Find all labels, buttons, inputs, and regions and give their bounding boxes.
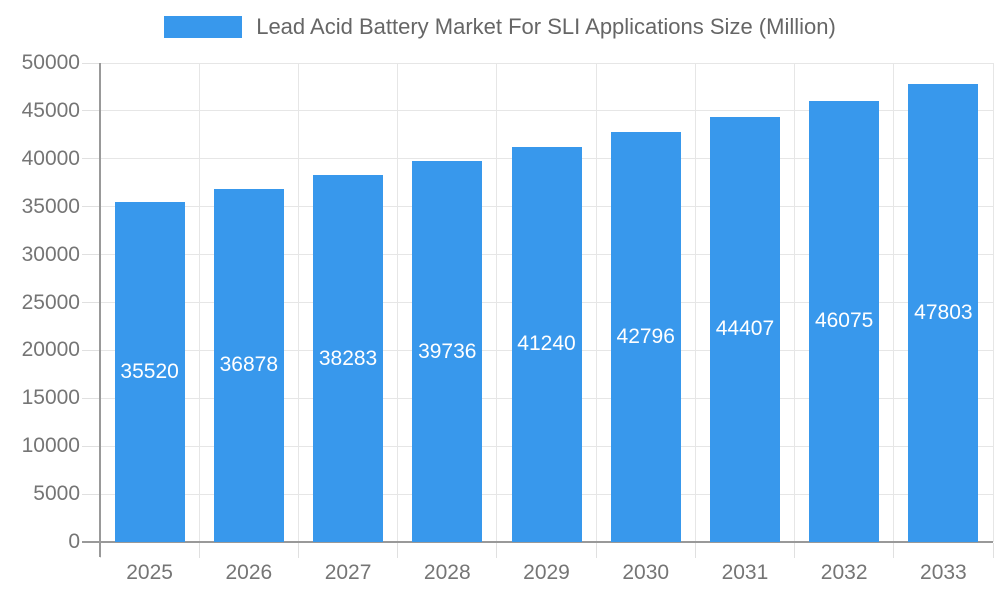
bar-2029 [511, 146, 582, 542]
x-axis-tick-label: 2028 [423, 561, 471, 584]
y-axis-tick-label: 10000 [21, 434, 80, 458]
y-axis-tick-label: 15000 [21, 386, 80, 410]
y-axis-tick [82, 110, 100, 112]
y-axis-tick [82, 302, 100, 303]
bar-2026 [213, 188, 284, 542]
bar-2031 [709, 116, 780, 542]
bar-value-label: 38283 [318, 346, 378, 370]
x-gridline [992, 63, 994, 542]
x-axis-tick-label: 2029 [523, 561, 570, 584]
bar-2032 [809, 100, 880, 542]
x-axis-tick-label: 2026 [225, 561, 273, 584]
x-axis-tick [794, 543, 796, 558]
x-axis-tick-label: 2033 [920, 561, 967, 584]
x-axis-tick [397, 543, 399, 558]
x-gridline [198, 63, 200, 542]
bar-value-label: 42796 [616, 325, 675, 348]
y-axis-tick-label: 30000 [21, 242, 80, 266]
y-axis-tick-label: 45000 [21, 98, 80, 122]
bar-2033 [908, 84, 979, 542]
x-axis-tick [198, 543, 200, 558]
y-axis-tick-label: 0 [68, 530, 80, 553]
bar-value-label: 39736 [418, 339, 477, 363]
x-axis-tick-label: 2025 [126, 561, 173, 584]
bar-2025 [114, 201, 185, 542]
y-axis-tick-label: 50000 [21, 51, 80, 74]
legend-item[interactable]: Lead Acid Battery Market For SLI Applica… [164, 14, 836, 40]
x-axis-tick-label: 2031 [721, 561, 769, 584]
y-gridline [100, 110, 993, 112]
x-gridline [595, 63, 597, 542]
x-axis-tick [297, 543, 299, 558]
x-gridline [893, 63, 895, 542]
y-axis-line [99, 63, 101, 557]
y-axis-tick-label: 5000 [33, 482, 80, 506]
bar-value-label: 41240 [517, 332, 576, 356]
x-gridline [694, 63, 696, 542]
y-axis-tick [82, 254, 100, 256]
legend-series-label: Lead Acid Battery Market For SLI Applica… [256, 14, 836, 39]
y-axis-tick [82, 206, 100, 208]
x-axis-line [82, 541, 993, 543]
x-gridline [397, 63, 399, 542]
x-gridline [297, 63, 299, 542]
bar-value-label: 36878 [219, 353, 279, 377]
bar-value-label: 35520 [120, 359, 179, 383]
y-axis-tick [82, 158, 100, 160]
x-axis-tick [595, 543, 597, 558]
bar-2028 [412, 161, 483, 542]
bar-2027 [313, 175, 384, 542]
x-gridline [794, 63, 796, 542]
legend-swatch [164, 16, 243, 38]
y-gridline [100, 62, 993, 64]
y-axis-tick [82, 62, 100, 64]
y-axis-tick [82, 493, 100, 495]
bar-2030 [610, 132, 681, 542]
y-axis-tick-label: 40000 [21, 146, 80, 170]
y-axis-tick-label: 20000 [21, 338, 80, 362]
x-axis-tick [496, 543, 498, 558]
y-axis-tick-label: 35000 [21, 194, 80, 218]
x-axis-tick [992, 543, 994, 558]
chart-legend: Lead Acid Battery Market For SLI Applica… [0, 14, 1000, 40]
x-gridline [496, 63, 498, 542]
y-axis-tick [82, 397, 100, 399]
x-axis-tick [893, 543, 895, 558]
y-axis-tick [82, 445, 100, 447]
y-axis-tick [82, 349, 100, 351]
x-axis-tick-label: 2030 [622, 561, 670, 584]
bar-value-label: 44407 [715, 317, 775, 341]
y-axis-tick-label: 25000 [21, 290, 80, 314]
bar-value-label: 46075 [814, 309, 874, 333]
x-axis-tick [694, 543, 696, 558]
x-axis-tick-label: 2032 [820, 561, 868, 584]
bar-value-label: 47803 [914, 301, 973, 325]
x-axis-tick-label: 2027 [324, 561, 372, 584]
